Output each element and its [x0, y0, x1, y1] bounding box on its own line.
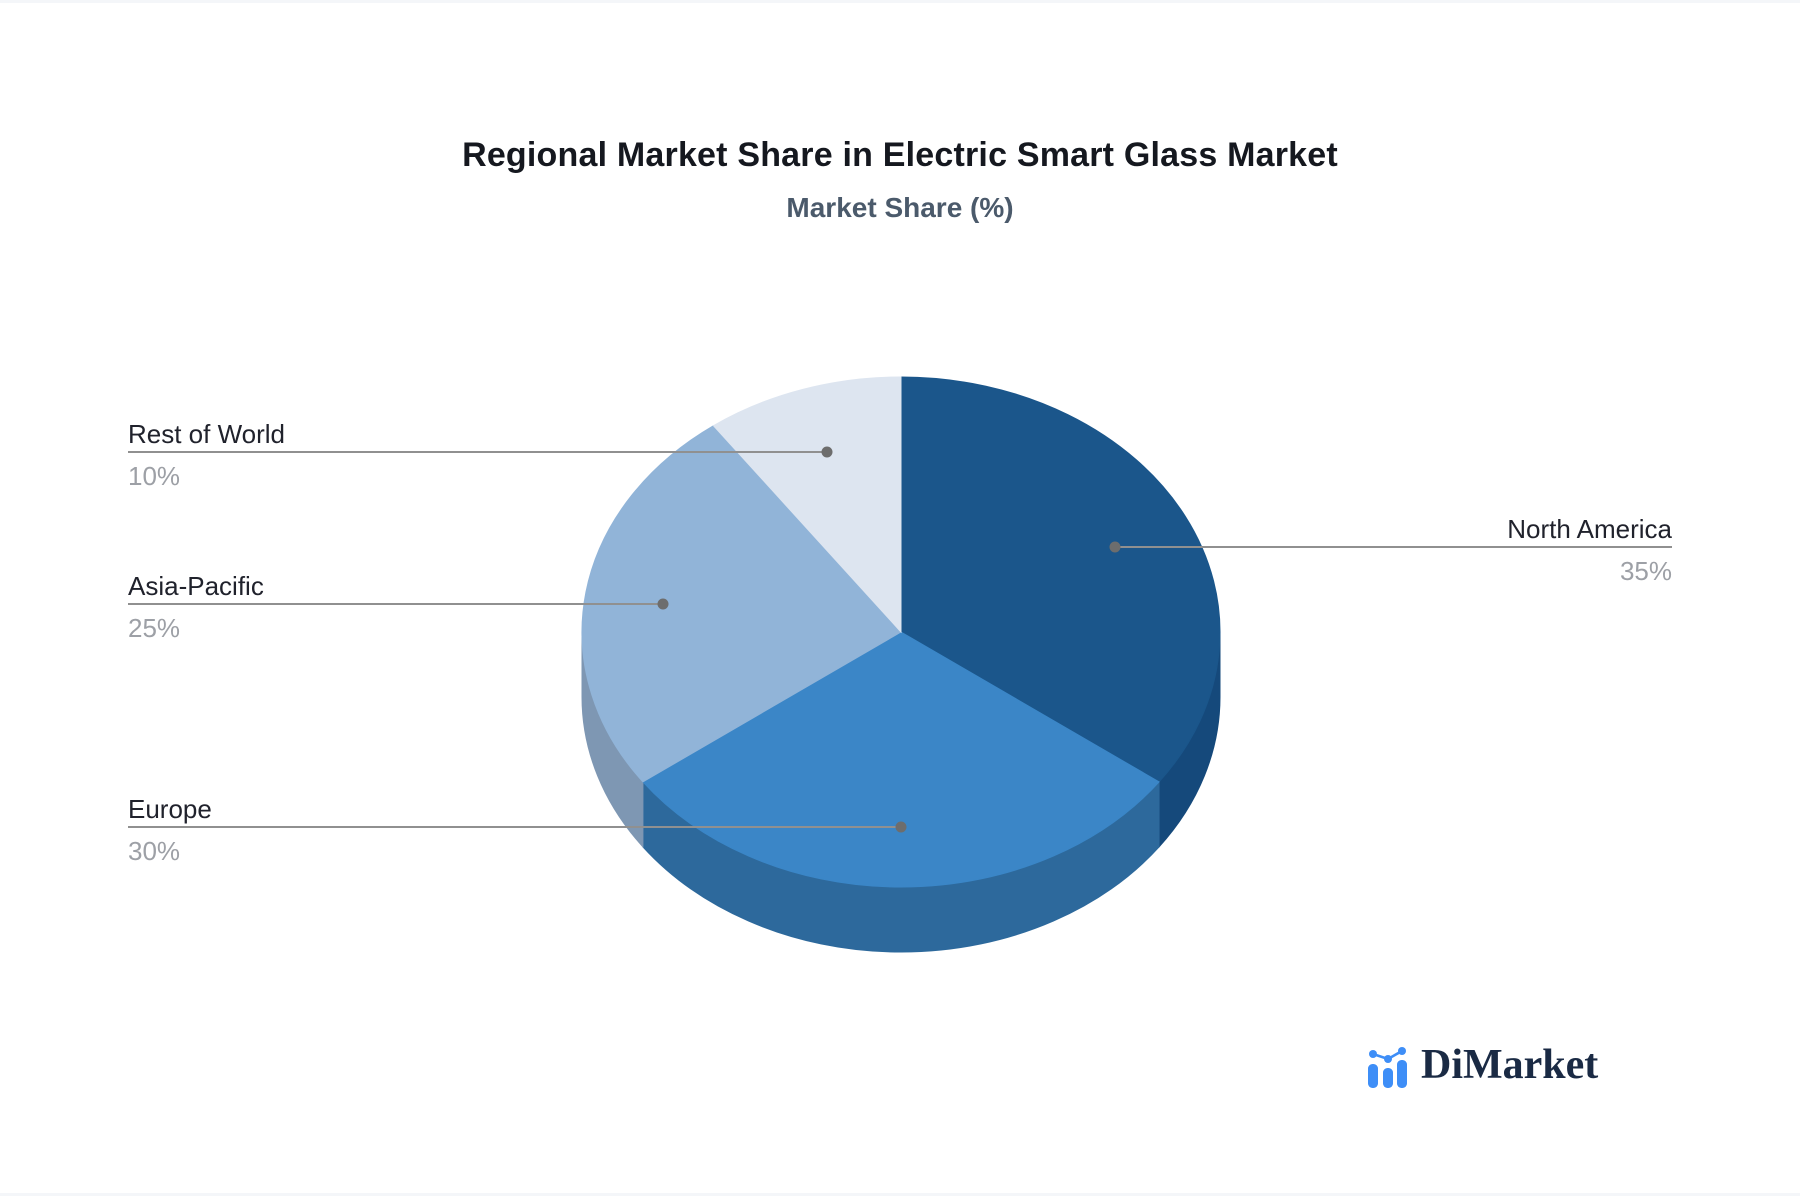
pie-slice-europe[interactable]	[642, 631, 1160, 888]
brand-logo: DiMarket	[1368, 1042, 1598, 1088]
pie-slice-rest-of-world[interactable]	[712, 376, 902, 634]
slice-value-north-america: 35%	[1619, 556, 1672, 586]
pie-slice-north-america[interactable]	[900, 376, 1221, 783]
slice-label-north-america: North America	[1507, 514, 1672, 544]
chart-subtitle: Market Share (%)	[786, 192, 1014, 223]
slice-value-rest-of-world: 10%	[128, 461, 181, 491]
slice-label-rest-of-world: Rest of World	[128, 419, 286, 449]
callout-dot-asia-pacific	[657, 598, 669, 610]
bar-chart-trend-icon	[1368, 1047, 1407, 1088]
pie-slice-asia-pacific[interactable]	[581, 425, 902, 783]
callout-dot-europe	[895, 821, 907, 833]
bottom-edge-divider	[0, 1193, 1800, 1196]
brand-logo-text: DiMarket	[1421, 1041, 1599, 1088]
callout-dot-rest-of-world	[821, 446, 833, 458]
slice-label-asia-pacific: Asia-Pacific	[128, 571, 264, 601]
slice-label-europe: Europe	[128, 794, 212, 824]
slice-value-asia-pacific: 25%	[128, 613, 181, 643]
slice-value-europe: 30%	[128, 836, 181, 866]
callout-dot-north-america	[1109, 541, 1121, 553]
top-edge-divider	[0, 0, 1800, 3]
chart-title: Regional Market Share in Electric Smart …	[462, 136, 1338, 174]
